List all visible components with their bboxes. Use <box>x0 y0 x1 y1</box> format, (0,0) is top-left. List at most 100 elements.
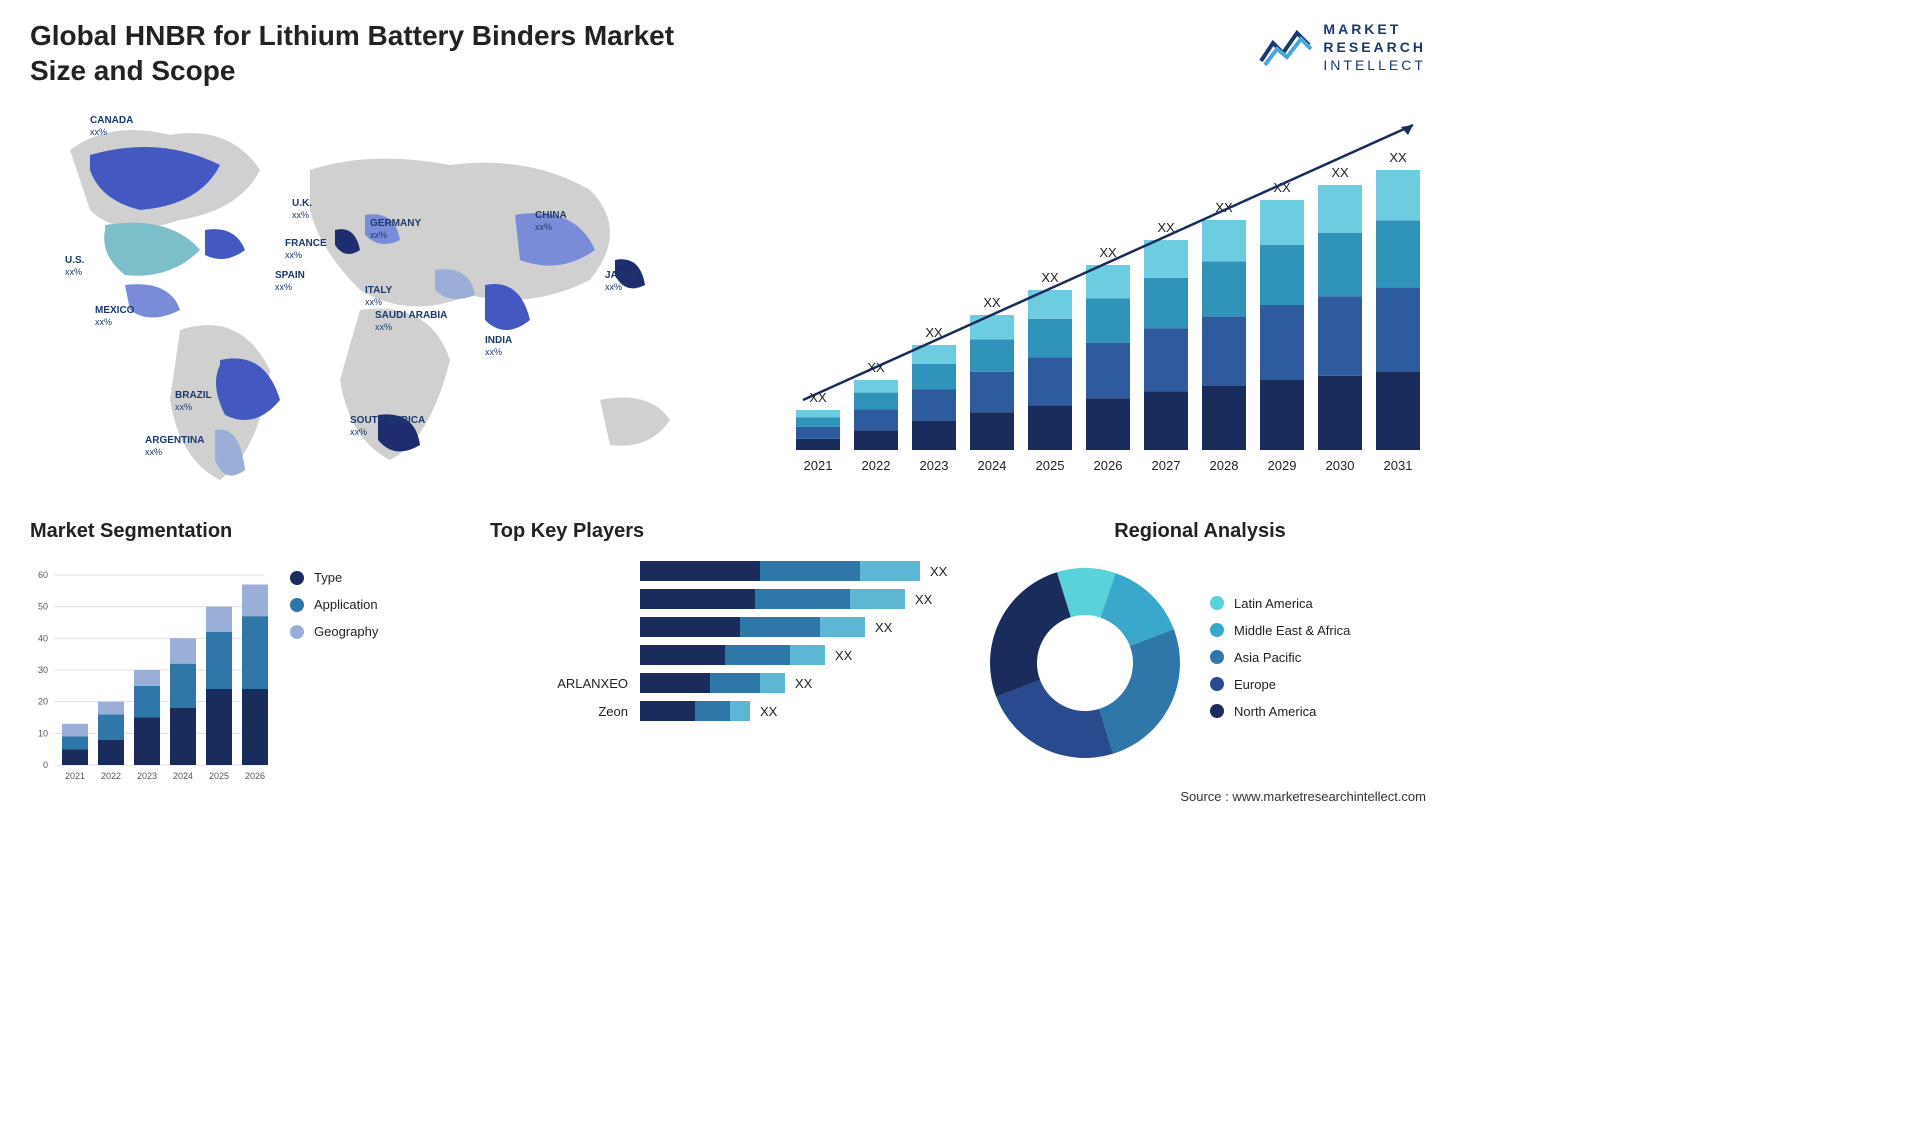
regional-legend-item: Middle East & Africa <box>1210 623 1350 638</box>
seg-year: 2024 <box>173 771 193 781</box>
players-title: Top Key Players <box>490 520 950 543</box>
seg-ytick: 50 <box>38 602 48 612</box>
growth-bar-seg <box>912 421 956 450</box>
player-bar <box>640 589 905 609</box>
player-bar-seg <box>640 673 710 693</box>
seg-legend-item: Type <box>290 570 378 585</box>
growth-bar-seg <box>912 389 956 421</box>
growth-bar-seg <box>1144 328 1188 391</box>
growth-bar-seg <box>1202 220 1246 261</box>
growth-bar-seg <box>796 410 840 417</box>
seg-bar-seg <box>242 585 268 617</box>
growth-bar-seg <box>970 315 1014 339</box>
player-bar-seg <box>640 701 695 721</box>
growth-bar-seg <box>912 364 956 389</box>
seg-bar-seg <box>134 686 160 718</box>
seg-bar-seg <box>242 689 268 765</box>
growth-bar-seg <box>1376 220 1420 287</box>
growth-bar-seg <box>1202 261 1246 316</box>
donut-svg <box>980 558 1190 768</box>
player-bar-seg <box>740 617 820 637</box>
country-label-saudiarabia: SAUDI ARABIAxx% <box>375 310 447 334</box>
player-bar-seg <box>640 645 725 665</box>
seg-bar-seg <box>62 737 88 750</box>
growth-bar-seg <box>1318 185 1362 233</box>
segmentation-chart: 0102030405060202120222023202420252026 <box>30 555 270 785</box>
country-label-argentina: ARGENTINAxx% <box>145 435 204 459</box>
player-bar <box>640 673 785 693</box>
player-value: XX <box>915 592 932 607</box>
player-bar-seg <box>790 645 825 665</box>
player-bar-seg <box>755 589 850 609</box>
segmentation-svg: 0102030405060202120222023202420252026 <box>30 555 270 785</box>
growth-chart-svg: XX2021XX2022XX2023XX2024XX2025XX2026XX20… <box>786 120 1426 480</box>
country-label-italy: ITALYxx% <box>365 285 392 309</box>
player-row: ZeonXX <box>490 701 950 721</box>
growth-bar-seg <box>970 412 1014 450</box>
player-value: XX <box>795 676 812 691</box>
seg-bar-seg <box>134 718 160 766</box>
growth-bar-seg <box>1144 240 1188 278</box>
growth-year-label: 2022 <box>862 458 891 473</box>
growth-bar-seg <box>796 427 840 439</box>
growth-year-label: 2024 <box>978 458 1007 473</box>
player-bar-seg <box>760 561 860 581</box>
growth-year-label: 2023 <box>920 458 949 473</box>
growth-bar-seg <box>1318 233 1362 297</box>
segmentation-section: Market Segmentation 01020304050602021202… <box>30 520 450 785</box>
growth-bar-seg <box>1376 288 1420 372</box>
seg-ytick: 40 <box>38 633 48 643</box>
player-bar-seg <box>640 589 755 609</box>
page-title: Global HNBR for Lithium Battery Binders … <box>30 18 730 88</box>
seg-ytick: 20 <box>38 697 48 707</box>
regional-title: Regional Analysis <box>980 520 1420 543</box>
growth-year-label: 2031 <box>1384 458 1413 473</box>
regional-legend-item: North America <box>1210 704 1350 719</box>
seg-bar-seg <box>170 638 196 663</box>
growth-bar-seg <box>1318 376 1362 450</box>
regional-legend-item: Asia Pacific <box>1210 650 1350 665</box>
growth-bar-seg <box>1028 357 1072 405</box>
player-bar <box>640 617 865 637</box>
country-label-japan: JAPANxx% <box>605 270 638 294</box>
seg-bar-seg <box>62 749 88 765</box>
seg-bar-seg <box>170 708 196 765</box>
player-bar <box>640 561 920 581</box>
growth-bar-seg <box>1086 343 1130 399</box>
player-bar-seg <box>640 561 760 581</box>
seg-legend-item: Geography <box>290 624 378 639</box>
donut-slice <box>990 572 1071 696</box>
player-row: ARLANXEOXX <box>490 673 950 693</box>
seg-bar-seg <box>206 632 232 689</box>
seg-bar-seg <box>62 724 88 737</box>
player-row: XX <box>490 589 950 609</box>
seg-year: 2026 <box>245 771 265 781</box>
country-label-france: FRANCExx% <box>285 238 327 262</box>
country-label-canada: CANADAxx% <box>90 115 133 139</box>
regional-legend-item: Europe <box>1210 677 1350 692</box>
growth-year-label: 2030 <box>1326 458 1355 473</box>
logo-text: MARKET RESEARCH INTELLECT <box>1323 20 1426 75</box>
seg-year: 2025 <box>209 771 229 781</box>
seg-year: 2022 <box>101 771 121 781</box>
growth-year-label: 2021 <box>804 458 833 473</box>
donut-slice <box>996 680 1113 758</box>
growth-year-label: 2027 <box>1152 458 1181 473</box>
map-us-east <box>205 229 245 259</box>
logo-icon <box>1257 25 1313 69</box>
country-label-southafrica: SOUTH AFRICAxx% <box>350 415 425 439</box>
seg-bar-seg <box>134 670 160 686</box>
seg-bar-seg <box>206 689 232 765</box>
country-label-brazil: BRAZILxx% <box>175 390 212 414</box>
seg-year: 2021 <box>65 771 85 781</box>
player-bar-seg <box>860 561 920 581</box>
country-label-us: U.S.xx% <box>65 255 84 279</box>
growth-bar-seg <box>854 430 898 450</box>
seg-bar-seg <box>98 740 124 765</box>
country-label-mexico: MEXICOxx% <box>95 305 134 329</box>
player-value: XX <box>835 648 852 663</box>
player-bar-seg <box>710 673 760 693</box>
growth-bar-seg <box>970 339 1014 371</box>
country-label-spain: SPAINxx% <box>275 270 305 294</box>
growth-year-label: 2029 <box>1268 458 1297 473</box>
